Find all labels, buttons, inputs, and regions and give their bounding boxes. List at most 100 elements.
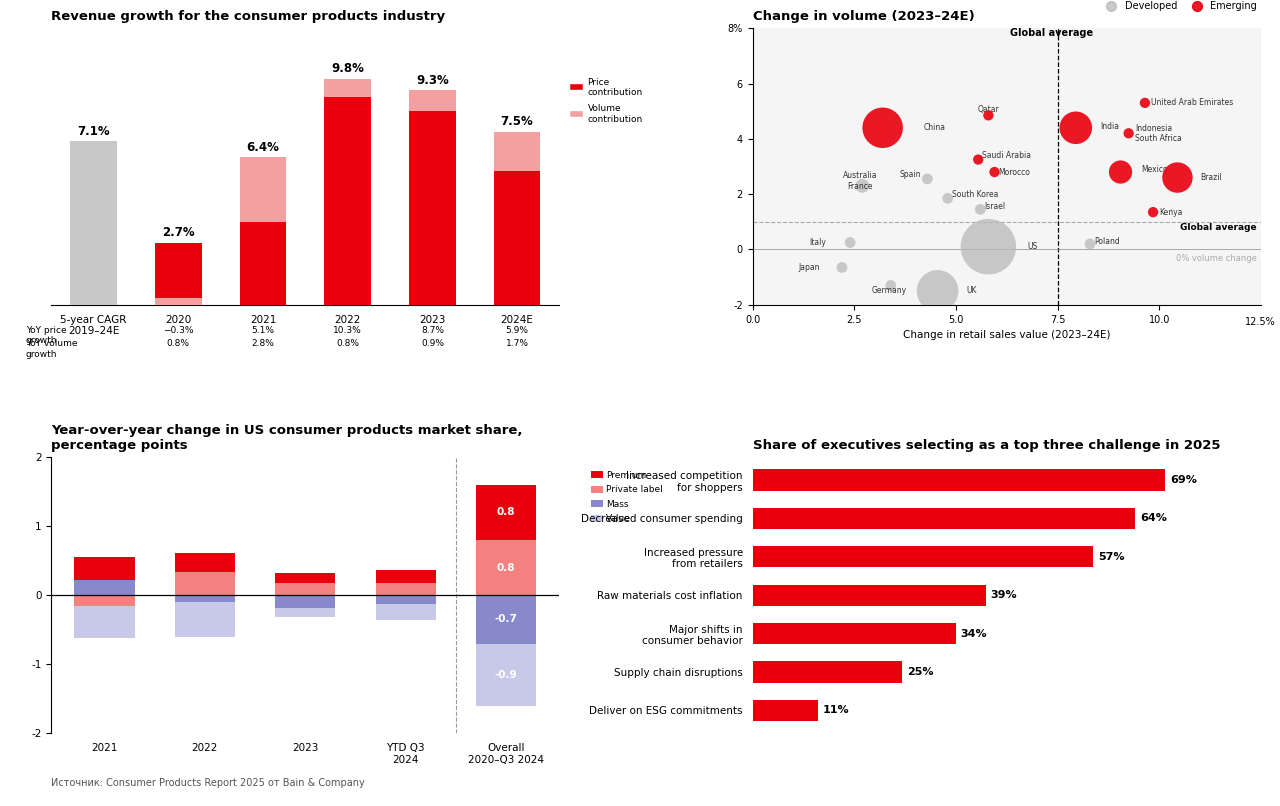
Bar [375,571,436,583]
Bar [175,572,236,595]
Point [1134,97,1155,110]
Bar [275,608,335,617]
Text: 39%: 39% [991,590,1018,600]
Text: 0.8: 0.8 [497,563,516,572]
Text: 8.7%: 8.7% [421,326,444,334]
Point [984,165,1005,178]
Text: Источник: Consumer Products Report 2025 от Bain & Company: Источник: Consumer Products Report 2025 … [51,778,365,787]
Text: India: India [1101,122,1119,131]
Text: 2.8%: 2.8% [252,339,274,348]
Point [1110,165,1130,178]
Bar [753,546,1093,567]
Point [832,261,852,274]
Text: 0.8: 0.8 [497,507,516,517]
Text: Poland: Poland [1094,237,1120,246]
Text: Global average: Global average [1180,223,1257,232]
Bar [275,573,335,583]
Bar [753,584,986,606]
Text: Qatar: Qatar [978,106,1000,114]
Point [881,279,901,292]
Point [840,236,860,249]
Bar [753,662,902,683]
Bar [74,580,134,595]
Text: 7.1%: 7.1% [77,125,110,138]
Point [927,285,947,297]
Legend: Developed, Emerging: Developed, Emerging [1098,0,1261,15]
Text: −0.3%: −0.3% [163,326,193,334]
Bar [753,508,1135,529]
Text: 1.7%: 1.7% [506,339,529,348]
Text: 10.3%: 10.3% [333,326,362,334]
Point [1065,122,1085,135]
Bar [74,595,134,638]
Bar [375,604,436,620]
Text: 0% volume change: 0% volume change [1176,254,1257,263]
Point [978,240,998,253]
Bar [753,700,818,721]
Text: Morocco: Morocco [998,168,1030,177]
Bar [753,469,1165,491]
Bar [70,141,116,305]
Text: YoY volume
growth: YoY volume growth [26,339,77,359]
Bar [753,623,956,644]
Text: 5.1%: 5.1% [251,326,274,334]
Text: Change in volume (2023–24E): Change in volume (2023–24E) [753,10,974,23]
Text: United Arab Emirates: United Arab Emirates [1151,98,1233,107]
Text: -0.7: -0.7 [495,614,517,625]
Text: Mexico: Mexico [1140,164,1167,174]
Text: 25%: 25% [906,667,933,677]
Bar [494,132,540,171]
Text: Italy: Italy [809,238,826,247]
Text: US: US [1027,242,1037,251]
Text: UK: UK [966,286,977,296]
Text: 69%: 69% [1170,475,1197,485]
Text: Spain: Spain [900,170,922,179]
Bar [239,222,287,305]
Text: Australia
France: Australia France [844,171,878,190]
Text: South Korea: South Korea [952,189,998,198]
Bar [239,157,287,222]
Bar [375,583,436,595]
X-axis label: Change in retail sales value (2023–24E): Change in retail sales value (2023–24E) [902,330,1111,340]
Text: Germany: Germany [872,286,906,296]
Bar [476,595,536,643]
Point [873,122,893,135]
Point [852,180,873,193]
Text: Brazil: Brazil [1199,173,1221,182]
Text: Saudi Arabia: Saudi Arabia [982,151,1032,160]
Text: Indonesia
South Africa: Indonesia South Africa [1135,123,1181,143]
Bar [324,79,371,98]
Point [968,153,988,166]
Bar [175,553,236,572]
Text: Global average: Global average [1010,28,1093,38]
Text: Revenue growth for the consumer products industry: Revenue growth for the consumer products… [51,10,445,23]
Text: 2.7%: 2.7% [163,226,195,239]
Bar [175,595,236,602]
Text: -0.9: -0.9 [495,670,517,679]
Text: 0.9%: 0.9% [421,339,444,348]
Bar [275,583,335,595]
Bar [410,111,456,305]
Bar [476,643,536,706]
Text: 5.9%: 5.9% [506,326,529,334]
Point [1143,206,1164,218]
Point [970,203,991,216]
Text: 0.8%: 0.8% [337,339,360,348]
Bar [476,484,536,540]
Point [978,109,998,122]
Text: 6.4%: 6.4% [247,141,279,154]
Bar [74,557,134,595]
Legend: Price
contribution, Volume
contribution: Price contribution, Volume contribution [570,74,646,127]
Bar [324,98,371,305]
Bar [155,243,201,305]
Text: 9.3%: 9.3% [416,74,449,87]
Text: Israel: Israel [984,202,1006,211]
Text: 12.5%: 12.5% [1245,318,1276,327]
Text: Share of executives selecting as a top three challenge in 2025: Share of executives selecting as a top t… [753,438,1220,451]
Text: 9.8%: 9.8% [332,62,364,76]
Text: 34%: 34% [961,629,987,638]
Point [1080,238,1101,251]
Text: 11%: 11% [823,705,850,716]
Text: Year-over-year change in US consumer products market share,
percentage points: Year-over-year change in US consumer pro… [51,424,522,451]
Text: 57%: 57% [1098,552,1125,562]
